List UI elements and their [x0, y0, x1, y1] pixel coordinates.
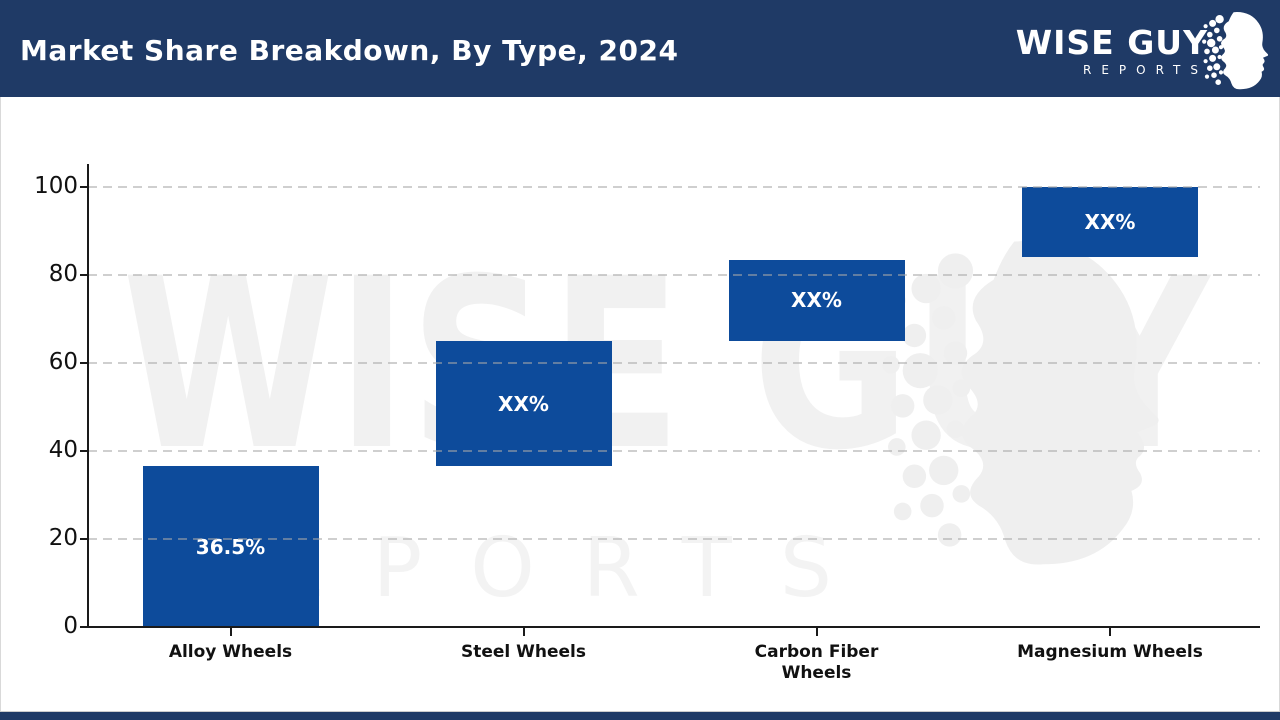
y-tick-mark: [80, 274, 87, 276]
gridline-100: [88, 186, 1260, 188]
gridline-20: [88, 538, 1260, 540]
bar-1: 36.5%: [142, 466, 319, 627]
y-tick-mark: [80, 186, 87, 188]
x-tick-mark: [229, 628, 232, 636]
gridline-80: [88, 274, 1260, 276]
card-left-border: [0, 97, 1, 712]
y-tick-mark: [80, 450, 87, 452]
footer-bar: [0, 712, 1280, 720]
logo-text: WISE GUY REPORTS: [1016, 26, 1208, 77]
logo-name: WISE GUY: [1015, 23, 1208, 62]
y-tick-mark: [80, 538, 87, 540]
x-tick-mark: [815, 628, 818, 636]
y-tick-mark: [80, 362, 87, 364]
y-tick-mark: [80, 626, 87, 628]
category-label: Alloy Wheels: [168, 642, 293, 662]
category-label: Steel Wheels: [460, 642, 587, 662]
category-label: Carbon Fiber Wheels: [754, 642, 879, 684]
x-tick-mark: [1109, 628, 1111, 636]
y-tick-label: 80: [48, 261, 78, 287]
x-tick-mark: [522, 628, 525, 636]
bar-3: XX%: [728, 259, 905, 341]
watermark-face-icon: [872, 224, 1168, 576]
bar-2: XX%: [435, 341, 612, 467]
y-tick-label: 100: [34, 173, 78, 199]
category-label: Magnesium Wheels: [1017, 642, 1203, 662]
x-axis-line: [87, 626, 1260, 628]
y-tick-label: 60: [48, 349, 78, 375]
gridline-60: [88, 362, 1260, 364]
bar-4: XX%: [1022, 187, 1198, 258]
y-tick-label: 20: [48, 525, 78, 551]
page-title: Market Share Breakdown, By Type, 2024: [20, 34, 679, 67]
wiseguy-logo: WISE GUY REPORTS: [1016, 4, 1270, 92]
bar-value-label: XX%: [791, 288, 842, 313]
y-tick-label: 0: [63, 613, 78, 639]
header-bar: Market Share Breakdown, By Type, 2024 WI…: [0, 0, 1280, 97]
card-bottom-border: [0, 711, 1280, 712]
y-tick-label: 40: [48, 437, 78, 463]
logo-face-icon: [1200, 8, 1270, 92]
y-axis-line: [87, 164, 89, 628]
bar-value-label: XX%: [1084, 210, 1136, 235]
logo-subtitle: REPORTS: [1082, 63, 1208, 77]
bar-value-label: XX%: [498, 391, 549, 416]
gridline-40: [88, 450, 1260, 452]
